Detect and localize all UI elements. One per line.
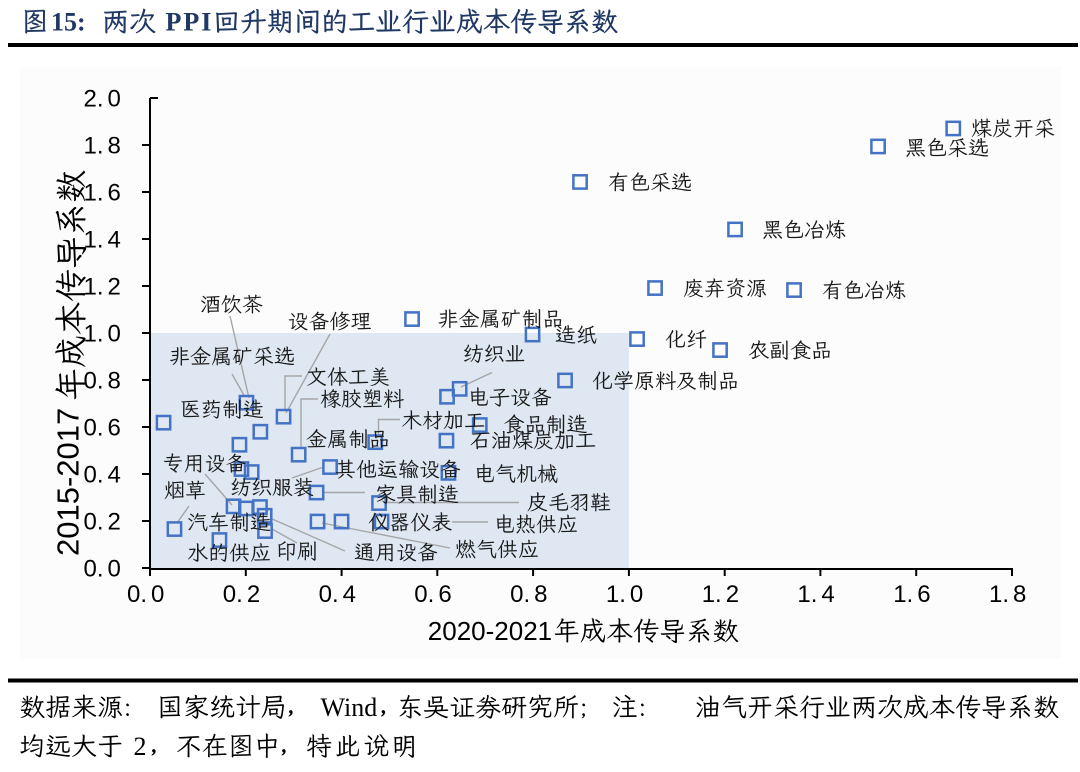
svg-text:1.2: 1. 2 (702, 581, 739, 608)
svg-text:0.2: 0. 2 (223, 581, 260, 608)
svg-text:0.2: 0. 2 (84, 509, 121, 536)
svg-text:1.6: 1. 6 (893, 581, 930, 608)
svg-text:1.0: 1. 0 (606, 581, 643, 608)
svg-text:2.0: 2. 0 (84, 86, 121, 113)
svg-text:1.8: 1. 8 (989, 581, 1026, 608)
svg-text:1.0: 1. 0 (84, 321, 121, 348)
svg-text:0.0: 0. 0 (84, 556, 121, 583)
svg-text:0.0: 0. 0 (127, 581, 164, 608)
svg-text:0.8: 0. 8 (510, 581, 547, 608)
svg-text:1.2: 1. 2 (84, 274, 121, 301)
svg-text:Wind: Wind (321, 693, 378, 722)
svg-text:1.4: 1. 4 (84, 227, 121, 254)
svg-text:15:: 15: (51, 8, 86, 37)
svg-text:1.6: 1. 6 (84, 180, 121, 207)
svg-text:1.4: 1. 4 (797, 581, 834, 608)
svg-text:0.8: 0. 8 (84, 368, 121, 395)
svg-text:0.4: 0. 4 (84, 462, 121, 489)
svg-text:2015-2017: 2015-2017 (50, 408, 85, 556)
svg-text:2: 2 (134, 732, 147, 761)
svg-text:PPI: PPI (166, 8, 214, 37)
svg-text:2020-2021: 2020-2021 (428, 616, 552, 646)
svg-text:0.6: 0. 6 (84, 415, 121, 442)
svg-text:1.8: 1. 8 (84, 133, 121, 160)
svg-text:0.4: 0. 4 (319, 581, 356, 608)
svg-text:0.6: 0. 6 (414, 581, 451, 608)
